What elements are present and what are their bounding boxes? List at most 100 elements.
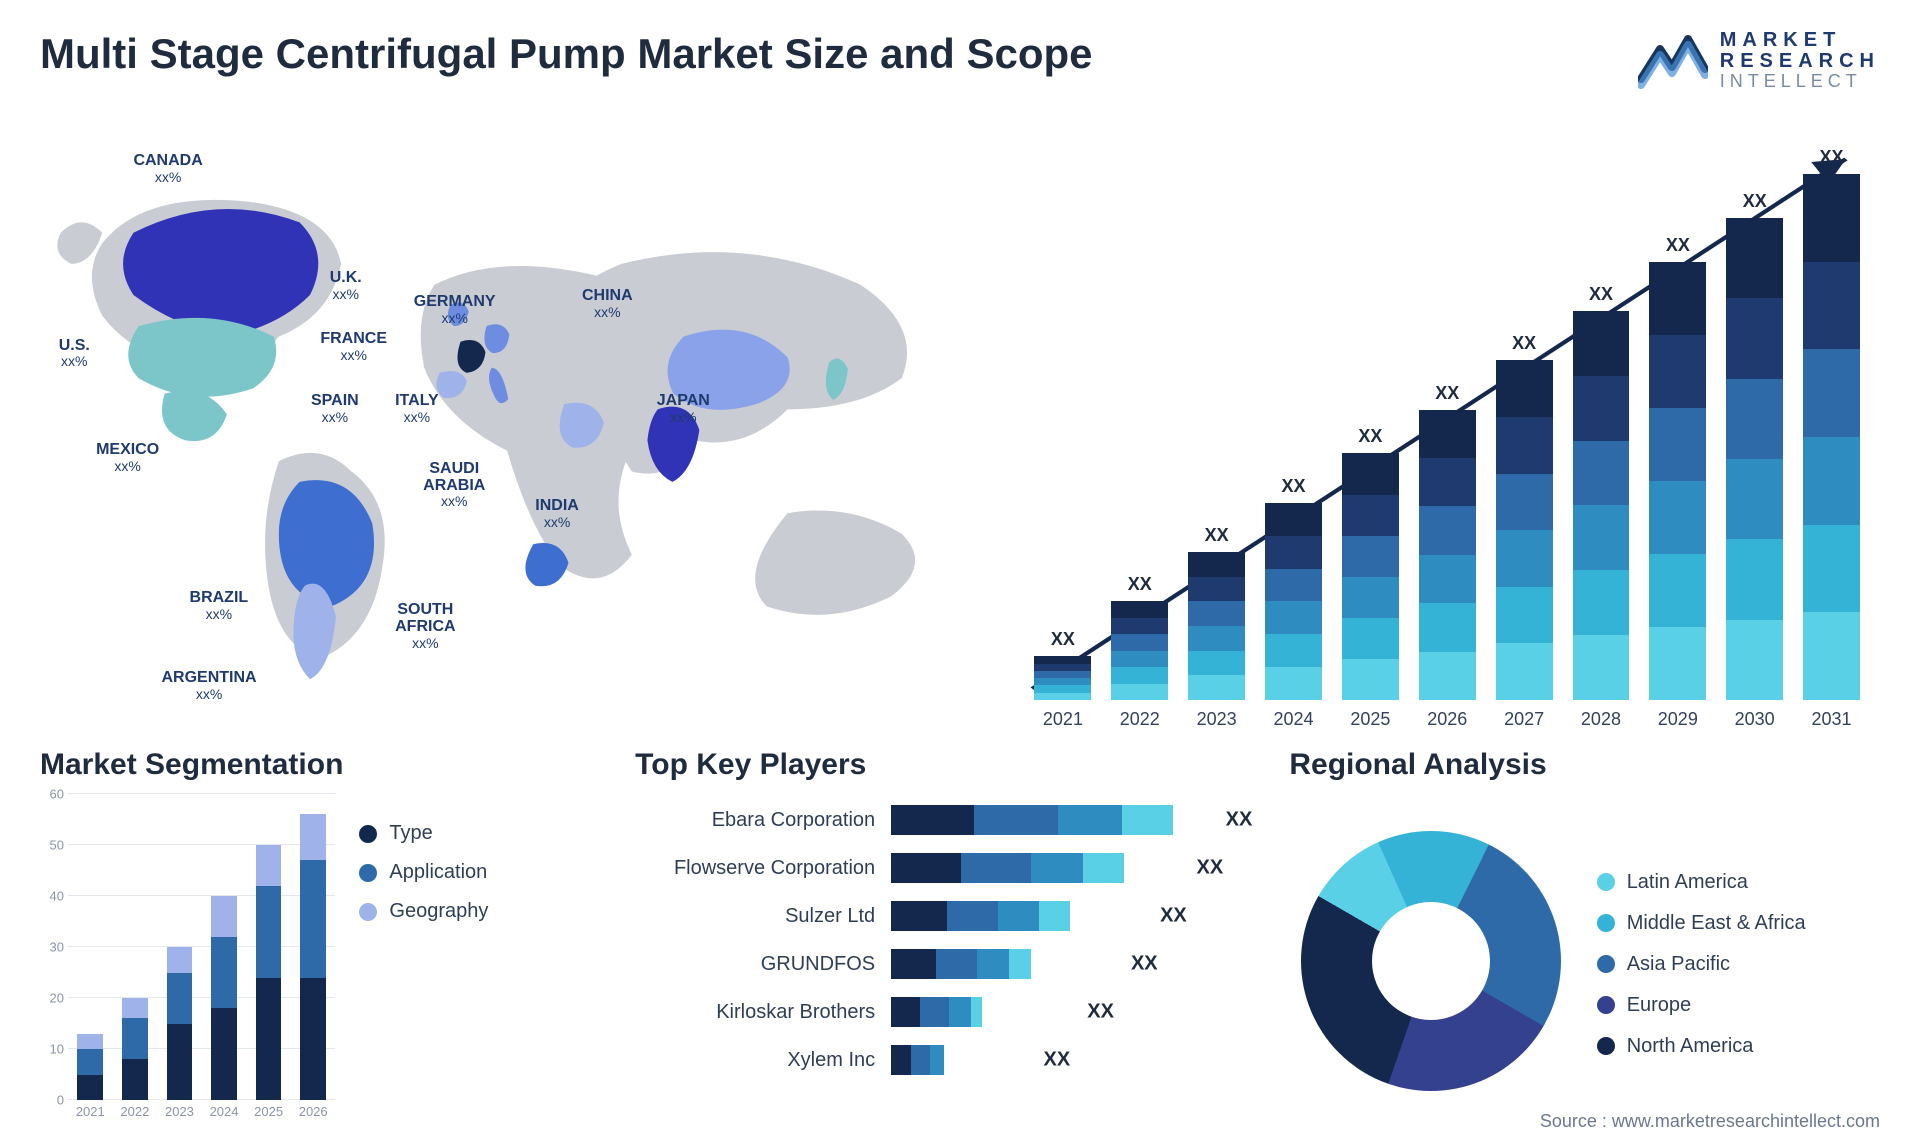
- brand-logo: MARKET RESEARCH INTELLECT: [1638, 30, 1880, 91]
- logo-text-1: MARKET: [1720, 30, 1880, 51]
- regional-legend-item: Latin America: [1597, 871, 1880, 894]
- growth-value-2022: XX: [1128, 574, 1152, 595]
- segmentation-panel: Market Segmentation 0102030405060 202120…: [40, 748, 601, 1128]
- growth-xtick-2025: 2025: [1332, 709, 1409, 730]
- seg-xtick-2022: 2022: [113, 1104, 158, 1128]
- player-value: XX: [1044, 1049, 1071, 1072]
- growth-xtick-2027: 2027: [1486, 709, 1563, 730]
- growth-bar-2030: [1726, 218, 1783, 700]
- player-name: Xylem Inc: [635, 1049, 875, 1072]
- regional-donut-chart: [1301, 831, 1561, 1091]
- segmentation-legend: TypeApplicationGeography: [359, 794, 601, 1128]
- seg-xtick-2021: 2021: [68, 1104, 113, 1128]
- growth-value-2025: XX: [1358, 426, 1382, 447]
- player-name: Ebara Corporation: [635, 809, 875, 832]
- growth-value-2021: XX: [1051, 629, 1075, 650]
- map-label-spain: SPAINxx%: [311, 393, 359, 427]
- growth-xtick-2029: 2029: [1639, 709, 1716, 730]
- logo-text-3: INTELLECT: [1720, 72, 1880, 91]
- growth-bar-chart: XXXXXXXXXXXXXXXXXXXXXX 20212022202320242…: [1015, 122, 1881, 738]
- growth-bar-2028: [1573, 311, 1630, 700]
- player-value: XX: [1226, 809, 1253, 832]
- growth-value-2023: XX: [1205, 525, 1229, 546]
- world-map-svg: [40, 122, 975, 738]
- player-name: Flowserve Corporation: [635, 857, 875, 880]
- map-label-brazil: BRAZILxx%: [190, 590, 249, 624]
- growth-bar-2031: [1803, 174, 1860, 700]
- player-name: GRUNDFOS: [635, 953, 875, 976]
- seg-bar-2022: [122, 794, 148, 1100]
- map-label-italy: ITALYxx%: [395, 393, 439, 427]
- regional-panel: Regional Analysis Latin America Middle Ea…: [1289, 748, 1880, 1128]
- regional-legend-item: Europe: [1597, 994, 1880, 1017]
- world-map: CANADAxx% U.S.xx% MEXICOxx% BRAZILxx% ARGENT…: [40, 122, 975, 738]
- seg-ytick-10: 10: [50, 1042, 64, 1057]
- seg-xtick-2024: 2024: [202, 1104, 247, 1128]
- growth-value-2028: XX: [1589, 284, 1613, 305]
- player-row: Kirloskar Brothers XX: [635, 992, 1255, 1032]
- regional-legend: Latin America Middle East & Africa Asia Pa…: [1597, 865, 1880, 1058]
- growth-xtick-2026: 2026: [1409, 709, 1486, 730]
- growth-xtick-2022: 2022: [1101, 709, 1178, 730]
- player-row: Flowserve Corporation XX: [635, 848, 1255, 888]
- player-name: Sulzer Ltd: [635, 905, 875, 928]
- seg-ytick-40: 40: [50, 889, 64, 904]
- map-label-india: INDIAxx%: [535, 498, 579, 532]
- map-label-france: FRANCExx%: [320, 331, 387, 365]
- player-value: XX: [1160, 905, 1187, 928]
- growth-value-2029: XX: [1666, 235, 1690, 256]
- player-value: XX: [1131, 953, 1158, 976]
- regional-legend-item: Asia Pacific: [1597, 953, 1880, 976]
- player-row: Xylem Inc XX: [635, 1040, 1255, 1080]
- seg-xtick-2023: 2023: [157, 1104, 202, 1128]
- seg-ytick-30: 30: [50, 940, 64, 955]
- growth-bar-2025: [1342, 453, 1399, 700]
- map-label-germany: GERMANYxx%: [414, 294, 496, 328]
- map-label-saudi: SAUDIARABIAxx%: [423, 461, 485, 511]
- player-value: XX: [1087, 1001, 1114, 1024]
- player-row: GRUNDFOS XX: [635, 944, 1255, 984]
- map-label-southafrica: SOUTHAFRICAxx%: [395, 602, 455, 652]
- growth-value-2026: XX: [1435, 383, 1459, 404]
- seg-bar-2021: [77, 794, 103, 1100]
- growth-bar-2023: [1188, 552, 1245, 700]
- growth-bar-2022: [1111, 601, 1168, 700]
- player-value: XX: [1197, 857, 1224, 880]
- segmentation-chart: 0102030405060 202120222023202420252026: [40, 794, 335, 1128]
- seg-bar-2024: [211, 794, 237, 1100]
- regional-title: Regional Analysis: [1289, 748, 1880, 782]
- seg-ytick-60: 60: [50, 787, 64, 802]
- growth-value-2024: XX: [1282, 476, 1306, 497]
- growth-value-2030: XX: [1743, 191, 1767, 212]
- seg-bar-2023: [167, 794, 193, 1100]
- seg-bar-2025: [256, 794, 282, 1100]
- map-country-us: [128, 318, 276, 397]
- growth-xtick-2023: 2023: [1178, 709, 1255, 730]
- player-name: Kirloskar Brothers: [635, 1001, 875, 1024]
- key-players-panel: Top Key Players Ebara CorporationXXFlows…: [635, 748, 1255, 1128]
- map-label-uk: U.K.xx%: [330, 270, 362, 304]
- growth-value-2031: XX: [1820, 147, 1844, 168]
- map-label-argentina: ARGENTINAxx%: [161, 670, 256, 704]
- map-label-japan: JAPANxx%: [657, 393, 710, 427]
- growth-xtick-2021: 2021: [1025, 709, 1102, 730]
- logo-text-2: RESEARCH: [1720, 51, 1880, 72]
- growth-xtick-2024: 2024: [1255, 709, 1332, 730]
- growth-value-2027: XX: [1512, 333, 1536, 354]
- seg-legend-application: Application: [359, 861, 601, 884]
- regional-legend-item: Middle East & Africa: [1597, 912, 1880, 935]
- growth-bar-2021: [1034, 656, 1091, 700]
- map-label-us: U.S.xx%: [59, 338, 90, 372]
- growth-bar-2027: [1496, 360, 1553, 700]
- growth-bar-2024: [1265, 503, 1322, 700]
- growth-xtick-2028: 2028: [1563, 709, 1640, 730]
- map-label-mexico: MEXICOxx%: [96, 442, 159, 476]
- player-row: Sulzer Ltd XX: [635, 896, 1255, 936]
- seg-legend-type: Type: [359, 822, 601, 845]
- map-country-mexico: [162, 391, 227, 441]
- regional-legend-item: North America: [1597, 1035, 1880, 1058]
- map-label-canada: CANADAxx%: [133, 153, 202, 187]
- seg-bar-2026: [300, 794, 326, 1100]
- seg-ytick-0: 0: [57, 1093, 64, 1108]
- page-title: Multi Stage Centrifugal Pump Market Size…: [40, 30, 1093, 78]
